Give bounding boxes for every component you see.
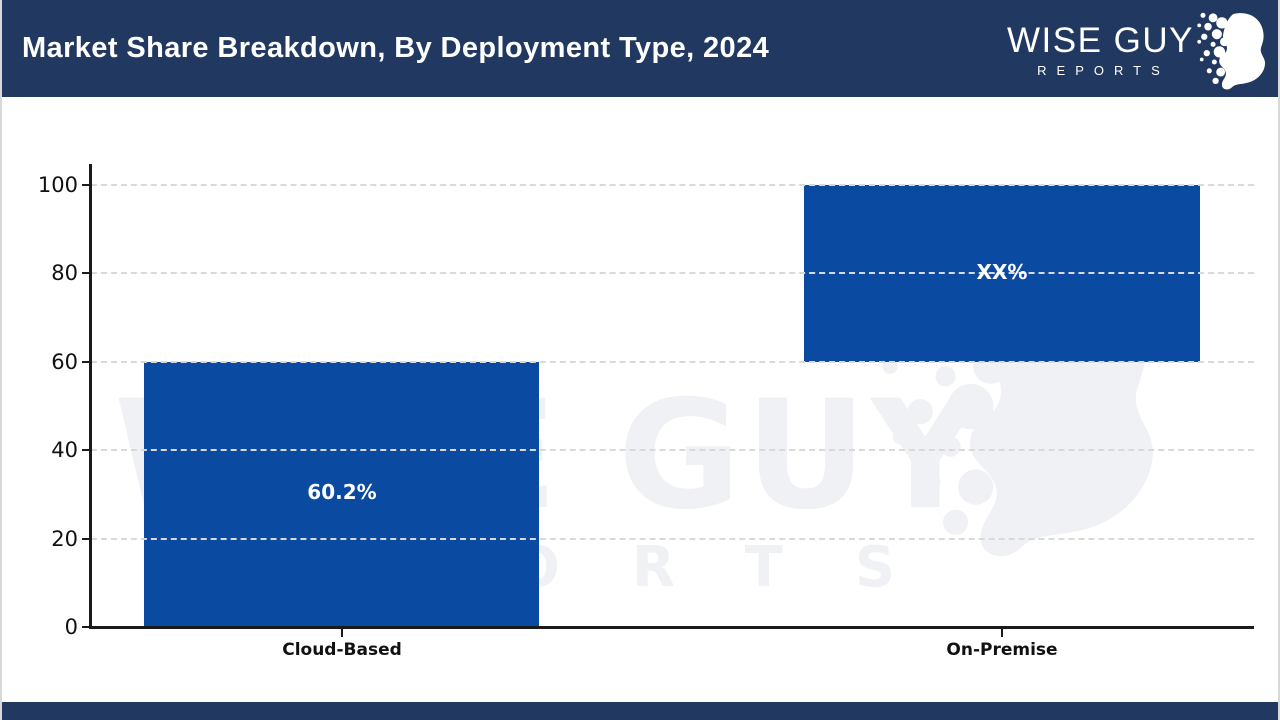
x-tick-on-premise <box>1001 629 1003 637</box>
brand-logo-name: WISE GUY <box>1006 21 1194 60</box>
brand-logo: WISE GUY REPORTS <box>1007 8 1274 92</box>
gridline-100 <box>91 184 1254 186</box>
footer-bar <box>2 702 1278 720</box>
x-tick-cloud-based <box>341 629 343 637</box>
brand-logo-tagline: REPORTS <box>1037 63 1170 78</box>
brand-logo-text: WISE GUY REPORTS <box>1006 21 1194 79</box>
y-tick-100 <box>82 184 90 186</box>
value-label-cloud-based: 60.2% <box>307 480 377 504</box>
y-tick-0 <box>82 626 90 628</box>
header-bar: Market Share Breakdown, By Deployment Ty… <box>2 0 1278 97</box>
logo-face-icon <box>1197 12 1266 90</box>
category-label-on-premise: On-Premise <box>946 640 1058 660</box>
page-title: Market Share Breakdown, By Deployment Ty… <box>22 32 770 64</box>
y-tick-60 <box>82 361 90 363</box>
y-ticklabel-20: 20 <box>51 527 78 551</box>
gridline-40 <box>91 449 1254 451</box>
bar-cloud-based <box>144 362 539 628</box>
y-tick-20 <box>82 538 90 540</box>
gridline-80 <box>91 272 1254 274</box>
bar-chart: WISE GUY REPORTS <box>2 97 1278 702</box>
y-ticklabel-100: 100 <box>37 173 78 197</box>
y-axis-line <box>89 164 92 628</box>
x-axis-line <box>89 626 1254 629</box>
y-ticklabel-80: 80 <box>51 261 78 285</box>
gridline-20 <box>91 538 1254 540</box>
value-label-on-premise: XX% <box>976 260 1028 284</box>
y-ticklabel-40: 40 <box>51 438 78 462</box>
y-ticklabel-60: 60 <box>51 350 78 374</box>
category-label-cloud-based: Cloud-Based <box>282 640 402 660</box>
y-ticklabel-0: 0 <box>64 615 78 639</box>
gridline-60 <box>91 361 1254 363</box>
y-tick-80 <box>82 272 90 274</box>
y-tick-40 <box>82 449 90 451</box>
